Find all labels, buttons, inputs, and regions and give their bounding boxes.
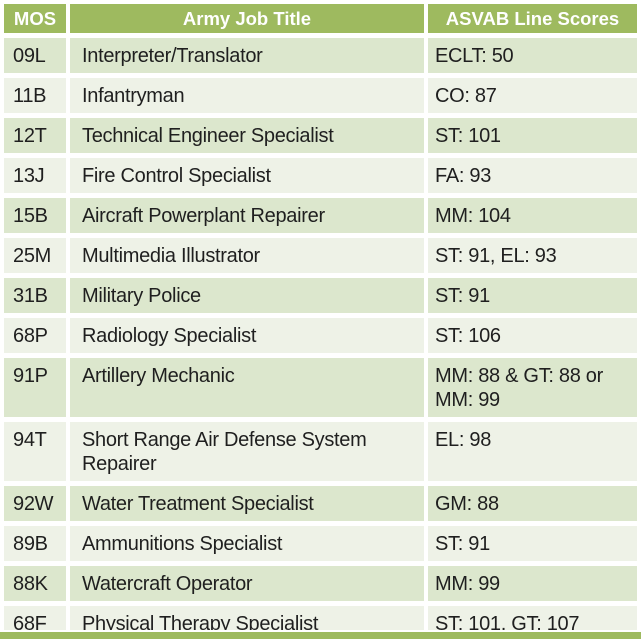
cell-scores: MM: 88 & GT: 88 or MM: 99 xyxy=(428,358,637,417)
cell-mos: 09L xyxy=(4,38,66,73)
header-cell-asvab-line-scores: ASVAB Line Scores xyxy=(428,4,637,33)
cell-title: Technical Engineer Specialist xyxy=(70,118,424,153)
cell-mos: 13J xyxy=(4,158,66,193)
cell-mos: 15B xyxy=(4,198,66,233)
cell-scores: CO: 87 xyxy=(428,78,637,113)
header-cell-army-job-title: Army Job Title xyxy=(70,4,424,33)
table-row: 15B Aircraft Powerplant Repairer MM: 104 xyxy=(4,198,637,233)
cell-scores: GM: 88 xyxy=(428,486,637,521)
table-bottom-border xyxy=(0,630,641,639)
cell-scores: MM: 99 xyxy=(428,566,637,601)
cell-mos: 25M xyxy=(4,238,66,273)
cell-scores: ST: 101 xyxy=(428,118,637,153)
cell-title: Military Police xyxy=(70,278,424,313)
cell-mos: 91P xyxy=(4,358,66,417)
cell-mos: 68P xyxy=(4,318,66,353)
cell-scores: EL: 98 xyxy=(428,422,637,481)
table-row: 94T Short Range Air Defense System Repair… xyxy=(4,422,637,481)
cell-title: Short Range Air Defense System Repairer xyxy=(70,422,424,481)
table-row: 09L Interpreter/Translator ECLT: 50 xyxy=(4,38,637,73)
cell-title: Aircraft Powerplant Repairer xyxy=(70,198,424,233)
cell-mos: 12T xyxy=(4,118,66,153)
cell-title: Multimedia Illustrator xyxy=(70,238,424,273)
cell-title: Artillery Mechanic xyxy=(70,358,424,417)
header-cell-mos: MOS xyxy=(4,4,66,33)
cell-title: Water Treatment Specialist xyxy=(70,486,424,521)
cell-title: Ammunitions Specialist xyxy=(70,526,424,561)
cell-mos: 11B xyxy=(4,78,66,113)
table-row: 13J Fire Control Specialist FA: 93 xyxy=(4,158,637,193)
cell-scores: FA: 93 xyxy=(428,158,637,193)
cell-title: Interpreter/Translator xyxy=(70,38,424,73)
cell-mos: 88K xyxy=(4,566,66,601)
table-row: 92W Water Treatment Specialist GM: 88 xyxy=(4,486,637,521)
cell-scores: ST: 106 xyxy=(428,318,637,353)
table-row: 11B Infantryman CO: 87 xyxy=(4,78,637,113)
cell-scores: ST: 91, EL: 93 xyxy=(428,238,637,273)
table-row: 31B Military Police ST: 91 xyxy=(4,278,637,313)
cell-mos: 31B xyxy=(4,278,66,313)
table-row: 89B Ammunitions Specialist ST: 91 xyxy=(4,526,637,561)
cell-title: Fire Control Specialist xyxy=(70,158,424,193)
cell-scores: ECLT: 50 xyxy=(428,38,637,73)
cell-scores: MM: 104 xyxy=(428,198,637,233)
cell-title: Watercraft Operator xyxy=(70,566,424,601)
table-row: 91P Artillery Mechanic MM: 88 & GT: 88 or … xyxy=(4,358,637,417)
cell-title: Radiology Specialist xyxy=(70,318,424,353)
table-header-row: MOS Army Job Title ASVAB Line Scores xyxy=(4,4,637,33)
table-row: 12T Technical Engineer Specialist ST: 101 xyxy=(4,118,637,153)
cell-scores: ST: 91 xyxy=(428,526,637,561)
table-row: 25M Multimedia Illustrator ST: 91, EL: 93 xyxy=(4,238,637,273)
table-row: 68P Radiology Specialist ST: 106 xyxy=(4,318,637,353)
cell-mos: 92W xyxy=(4,486,66,521)
table-row: 88K Watercraft Operator MM: 99 xyxy=(4,566,637,601)
table-body: 09L Interpreter/Translator ECLT: 50 11B Infa… xyxy=(4,38,637,639)
cell-mos: 94T xyxy=(4,422,66,481)
cell-scores: ST: 91 xyxy=(428,278,637,313)
cell-title: Infantryman xyxy=(70,78,424,113)
cell-mos: 89B xyxy=(4,526,66,561)
